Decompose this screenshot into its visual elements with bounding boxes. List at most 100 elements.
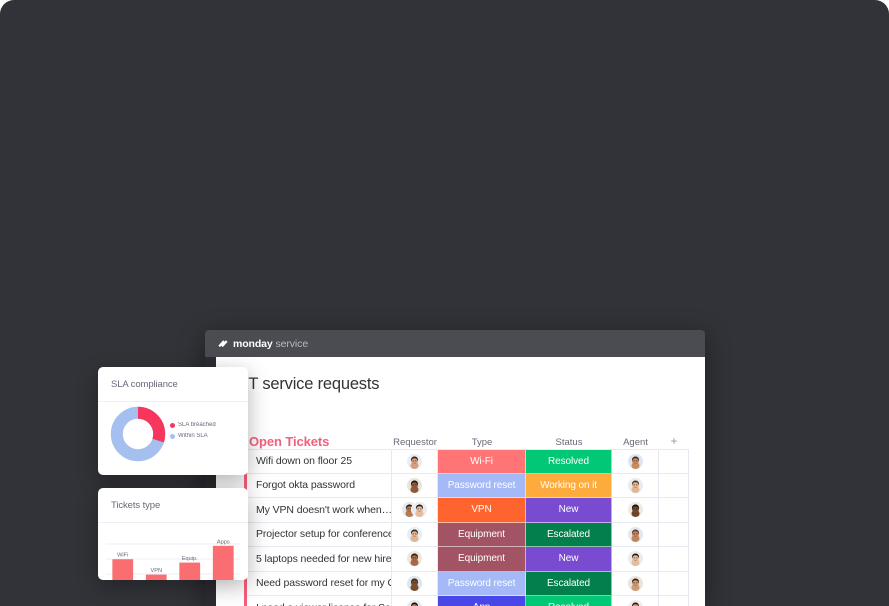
table-row[interactable]: Need password reset for my Octa Password …	[244, 571, 705, 596]
sla-donut-chart	[110, 406, 166, 462]
monday-logo-icon	[218, 340, 228, 348]
tickets-type-bar-chart: WiFi VPN Equip. Apps	[106, 539, 240, 580]
legend-color-swatch	[170, 433, 175, 439]
brand-name: monday	[233, 337, 273, 350]
table-row[interactable]: 5 laptops needed for new hires Equipment N…	[244, 547, 705, 572]
cell-empty[interactable]	[659, 571, 689, 596]
cell-agent[interactable]	[612, 547, 659, 572]
cell-empty[interactable]	[659, 522, 689, 547]
app-topbar: monday service	[205, 330, 705, 357]
avatar[interactable]	[412, 502, 427, 518]
board-header-row: Open Tickets Requestor Type Status Agent…	[244, 429, 705, 449]
cell-status[interactable]: Escalated	[526, 571, 612, 596]
tickets-type-card-title: Tickets type	[111, 500, 161, 511]
cell-empty[interactable]	[659, 498, 689, 523]
cell-agent[interactable]	[612, 522, 659, 547]
cell-type[interactable]: Password reset	[438, 473, 526, 498]
cell-type[interactable]: VPN	[438, 498, 526, 523]
cell-requestor[interactable]	[392, 498, 438, 523]
cell-ticket-name[interactable]: Wifi down on floor 25	[247, 449, 392, 474]
legend-label: Within SLA	[178, 433, 208, 439]
avatar[interactable]	[627, 502, 643, 518]
avatar[interactable]	[627, 477, 643, 493]
cell-type[interactable]: Wi-Fi	[438, 449, 526, 474]
cell-empty[interactable]	[659, 596, 689, 606]
table-row[interactable]: Projector setup for conference Equipment E…	[244, 522, 705, 547]
cell-requestor[interactable]	[392, 473, 438, 498]
cell-type[interactable]: Equipment	[438, 522, 526, 547]
column-header-agent[interactable]: Agent	[623, 437, 648, 448]
cell-agent[interactable]	[612, 571, 659, 596]
legend-label: SLA breached	[178, 422, 216, 428]
table-row[interactable]: Wifi down on floor 25 Wi-Fi Resolved	[244, 449, 705, 474]
cell-ticket-name[interactable]: My VPN doesn't work when…	[247, 498, 392, 523]
cell-agent[interactable]	[612, 473, 659, 498]
cell-requestor[interactable]	[392, 522, 438, 547]
table-row[interactable]: My VPN doesn't work when… VPN New	[244, 498, 705, 523]
monday-app-window: monday service IT service requests Open …	[205, 330, 705, 606]
add-column-button[interactable]: +	[670, 434, 678, 448]
avatar[interactable]	[627, 453, 643, 469]
column-header-type[interactable]: Type	[471, 437, 493, 448]
svg-text:Equip.: Equip.	[182, 556, 198, 562]
avatar[interactable]	[627, 551, 643, 567]
cell-ticket-name[interactable]: Need password reset for my Octa	[247, 571, 392, 596]
tickets-type-card: Tickets type WiFi VPN Equip. Apps	[98, 488, 248, 580]
cell-status[interactable]: Escalated	[526, 522, 612, 547]
svg-text:Apps: Apps	[217, 539, 230, 545]
legend-item: Within SLA	[170, 433, 216, 439]
svg-text:VPN: VPN	[150, 568, 162, 574]
table-row[interactable]: I need a viewer license for Salesfo AppRe…	[244, 596, 705, 606]
cell-requestor[interactable]	[392, 449, 438, 474]
avatar[interactable]	[627, 526, 643, 542]
cell-empty[interactable]	[659, 473, 689, 498]
sla-legend: SLA breached Within SLA	[170, 422, 216, 444]
avatar[interactable]	[627, 575, 643, 591]
avatar[interactable]	[407, 526, 422, 542]
cell-requestor[interactable]	[392, 571, 438, 596]
app-content-area: IT service requests Open Tickets Request…	[216, 357, 705, 606]
row-accent-bar	[244, 596, 247, 606]
sla-chart-area: SLA breached Within SLA	[98, 406, 248, 470]
cell-ticket-name[interactable]: Projector setup for conference	[247, 522, 392, 547]
avatar[interactable]	[407, 453, 422, 469]
avatar[interactable]	[407, 600, 422, 606]
cell-type[interactable]: Equipment	[438, 547, 526, 572]
avatar[interactable]	[627, 600, 643, 606]
legend-color-swatch	[170, 422, 175, 428]
group-title[interactable]: Open Tickets	[249, 434, 330, 449]
cell-ticket-name[interactable]: I need a viewer license for Salesfo	[247, 596, 392, 606]
tickets-type-chart-area: WiFi VPN Equip. Apps	[98, 523, 248, 580]
product-name: service	[275, 337, 309, 350]
sla-compliance-card: SLA compliance SLA breached Within SLA	[98, 367, 248, 475]
board-table: Open Tickets Requestor Type Status Agent…	[244, 429, 705, 606]
cell-agent[interactable]	[612, 498, 659, 523]
cell-requestor[interactable]	[392, 596, 438, 606]
column-header-requestor[interactable]: Requestor	[393, 437, 437, 448]
cell-agent[interactable]	[612, 596, 659, 606]
avatar[interactable]	[407, 551, 422, 567]
cell-type[interactable]: App	[438, 596, 526, 606]
card-divider	[98, 522, 248, 523]
svg-text:WiFi: WiFi	[117, 553, 128, 559]
avatar-group[interactable]	[402, 502, 427, 518]
cell-status[interactable]: New	[526, 547, 612, 572]
cell-empty[interactable]	[659, 449, 689, 474]
table-row[interactable]: Forgot okta password Password reset Workin…	[244, 473, 705, 498]
cell-status[interactable]: Working on it	[526, 473, 612, 498]
cell-empty[interactable]	[659, 547, 689, 572]
cell-status[interactable]: Resolved	[526, 596, 612, 606]
board-rows: Wifi down on floor 25 Wi-Fi Resolved Forgot…	[244, 449, 705, 606]
cell-type[interactable]: Password reset	[438, 571, 526, 596]
cell-requestor[interactable]	[392, 547, 438, 572]
avatar[interactable]	[407, 477, 422, 493]
cell-agent[interactable]	[612, 449, 659, 474]
cell-status[interactable]: New	[526, 498, 612, 523]
sla-card-title: SLA compliance	[111, 379, 178, 390]
avatar[interactable]	[407, 575, 422, 591]
cell-ticket-name[interactable]: 5 laptops needed for new hires	[247, 547, 392, 572]
cell-ticket-name[interactable]: Forgot okta password	[247, 473, 392, 498]
column-header-status[interactable]: Status	[555, 437, 583, 448]
cell-status[interactable]: Resolved	[526, 449, 612, 474]
